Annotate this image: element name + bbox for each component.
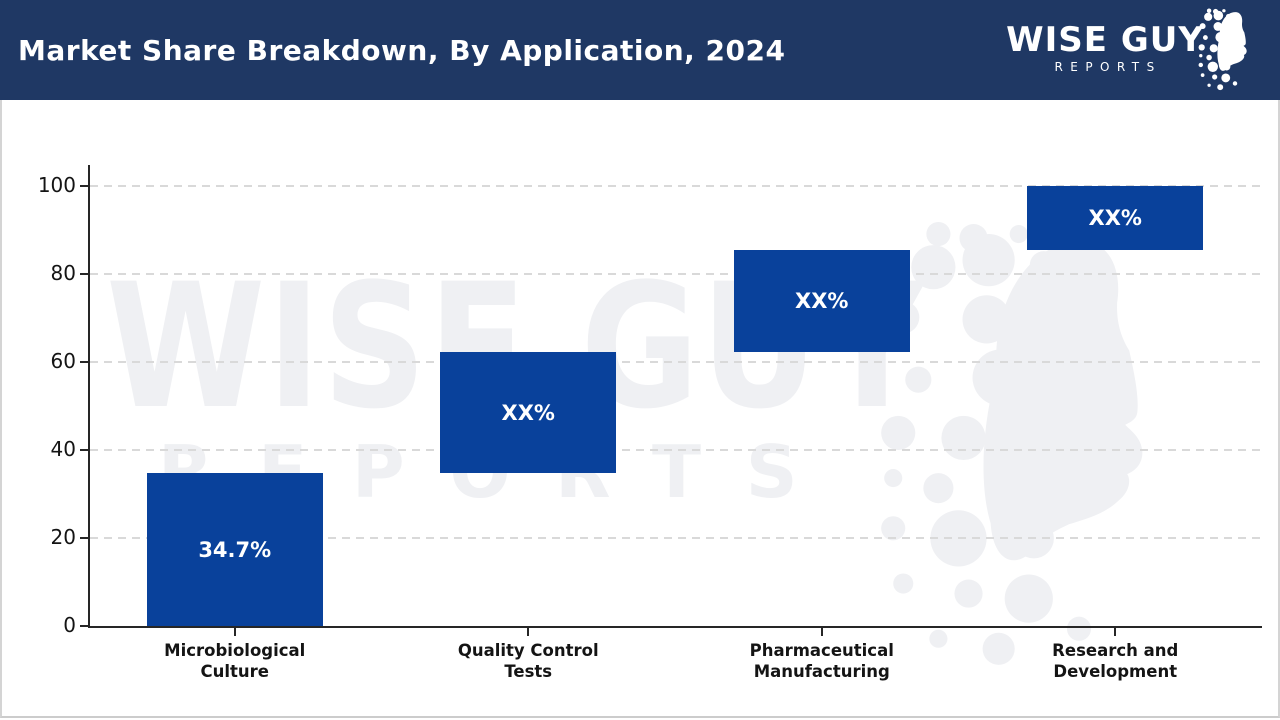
- bar-4: XX%: [1027, 186, 1204, 250]
- x-axis-label-2: Quality Control Tests: [457, 641, 599, 681]
- y-tick-label-40: 40: [50, 437, 76, 461]
- gridline-80: [90, 273, 1262, 275]
- bar-value-label: 34.7%: [198, 537, 272, 562]
- y-axis-tick-100: [80, 185, 88, 187]
- y-axis-tick-20: [80, 537, 88, 539]
- y-tick-label-80: 80: [50, 261, 76, 285]
- gridline-40: [90, 449, 1262, 451]
- bar-value-label: XX%: [501, 400, 555, 425]
- gridline-60: [90, 361, 1262, 363]
- bar-value-label: XX%: [1088, 205, 1142, 230]
- y-axis-tick-0: [80, 625, 88, 627]
- page-title: Market Share Breakdown, By Application, …: [18, 34, 786, 67]
- x-axis-tick-2: [527, 627, 530, 636]
- content-frame: [0, 100, 1280, 718]
- logo-head-profile-icon: [1198, 8, 1247, 91]
- x-axis-label-3: Pharmaceutical Manufacturing: [749, 641, 894, 681]
- watermark-head-profile-icon: [881, 222, 1143, 665]
- bar-2: XX%: [440, 351, 617, 474]
- x-axis-tick-3: [820, 627, 823, 636]
- y-tick-label-0: 0: [63, 613, 76, 637]
- y-axis-tick-80: [80, 273, 88, 275]
- y-axis-tick-40: [80, 449, 88, 451]
- y-axis-tick-60: [80, 361, 88, 363]
- y-tick-label-60: 60: [50, 349, 76, 373]
- bar-1: 34.7%: [146, 473, 323, 626]
- y-tick-label-20: 20: [50, 525, 76, 549]
- x-axis-label-1: Microbiological Culture: [164, 641, 306, 681]
- x-axis-tick-1: [233, 627, 236, 636]
- wise-guy-reports-logo: WISE GUY REPORTS: [1006, 6, 1272, 96]
- header-bar: Market Share Breakdown, By Application, …: [0, 0, 1280, 100]
- x-axis-spine: [88, 626, 1262, 628]
- logo-reports-text: REPORTS: [1054, 60, 1162, 74]
- gridline-20: [90, 537, 1262, 539]
- x-axis-label-4: Research and Development: [1052, 641, 1179, 681]
- gridline-100: [90, 185, 1262, 187]
- logo-wise-guy-text: WISE GUY: [1006, 20, 1204, 60]
- x-axis-tick-4: [1114, 627, 1117, 636]
- y-axis-spine: [88, 165, 90, 628]
- y-tick-label-100: 100: [37, 173, 76, 197]
- bar-value-label: XX%: [795, 288, 849, 313]
- bar-3: XX%: [733, 249, 910, 352]
